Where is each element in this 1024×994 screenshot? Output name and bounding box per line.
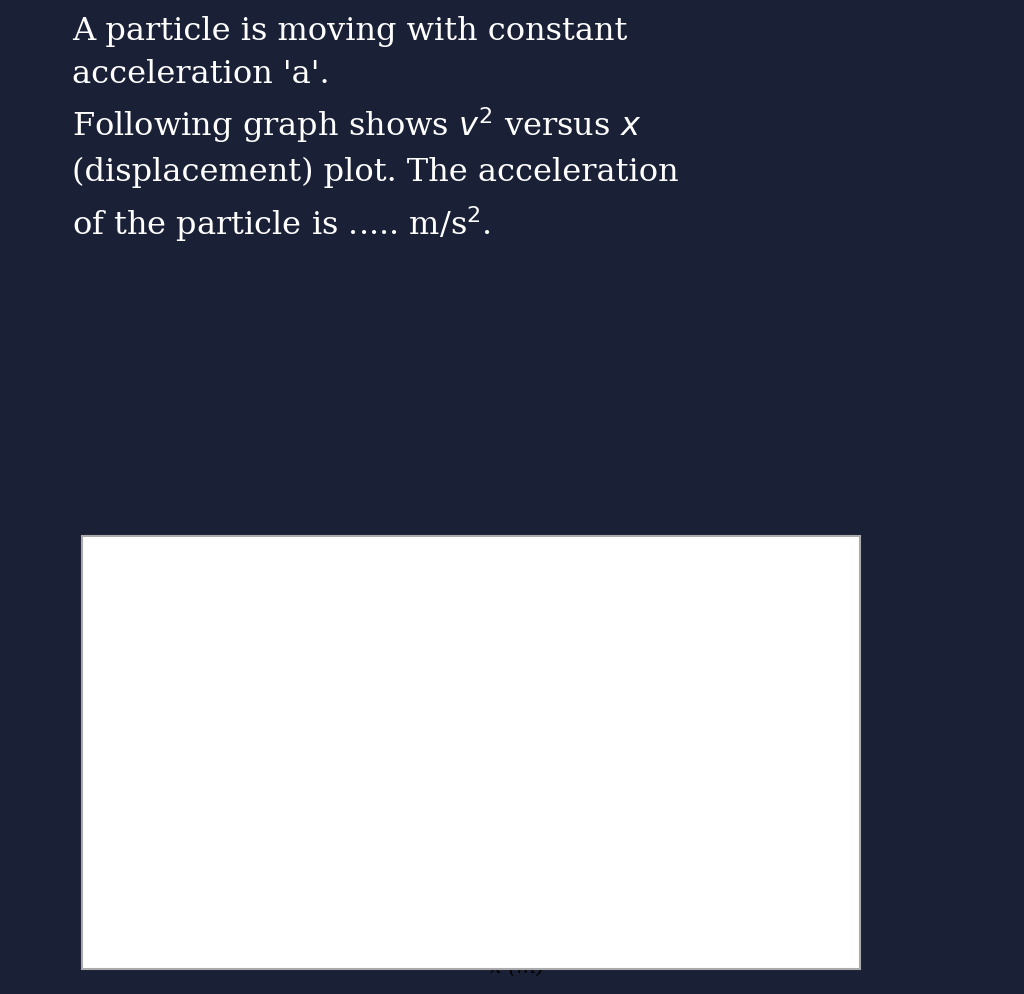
Text: MARKS: MARKS [441,722,632,766]
Text: B: B [620,685,635,704]
X-axis label: x (m): x (m) [489,957,545,976]
Y-axis label: $v^2$(m/s)$^2$: $v^2$(m/s)$^2$ [244,690,271,776]
Text: A: A [467,767,482,786]
Text: C: C [766,588,782,607]
Text: A particle is moving with constant
acceleration 'a'.
Following graph shows $v^2$: A particle is moving with constant accel… [72,16,678,244]
